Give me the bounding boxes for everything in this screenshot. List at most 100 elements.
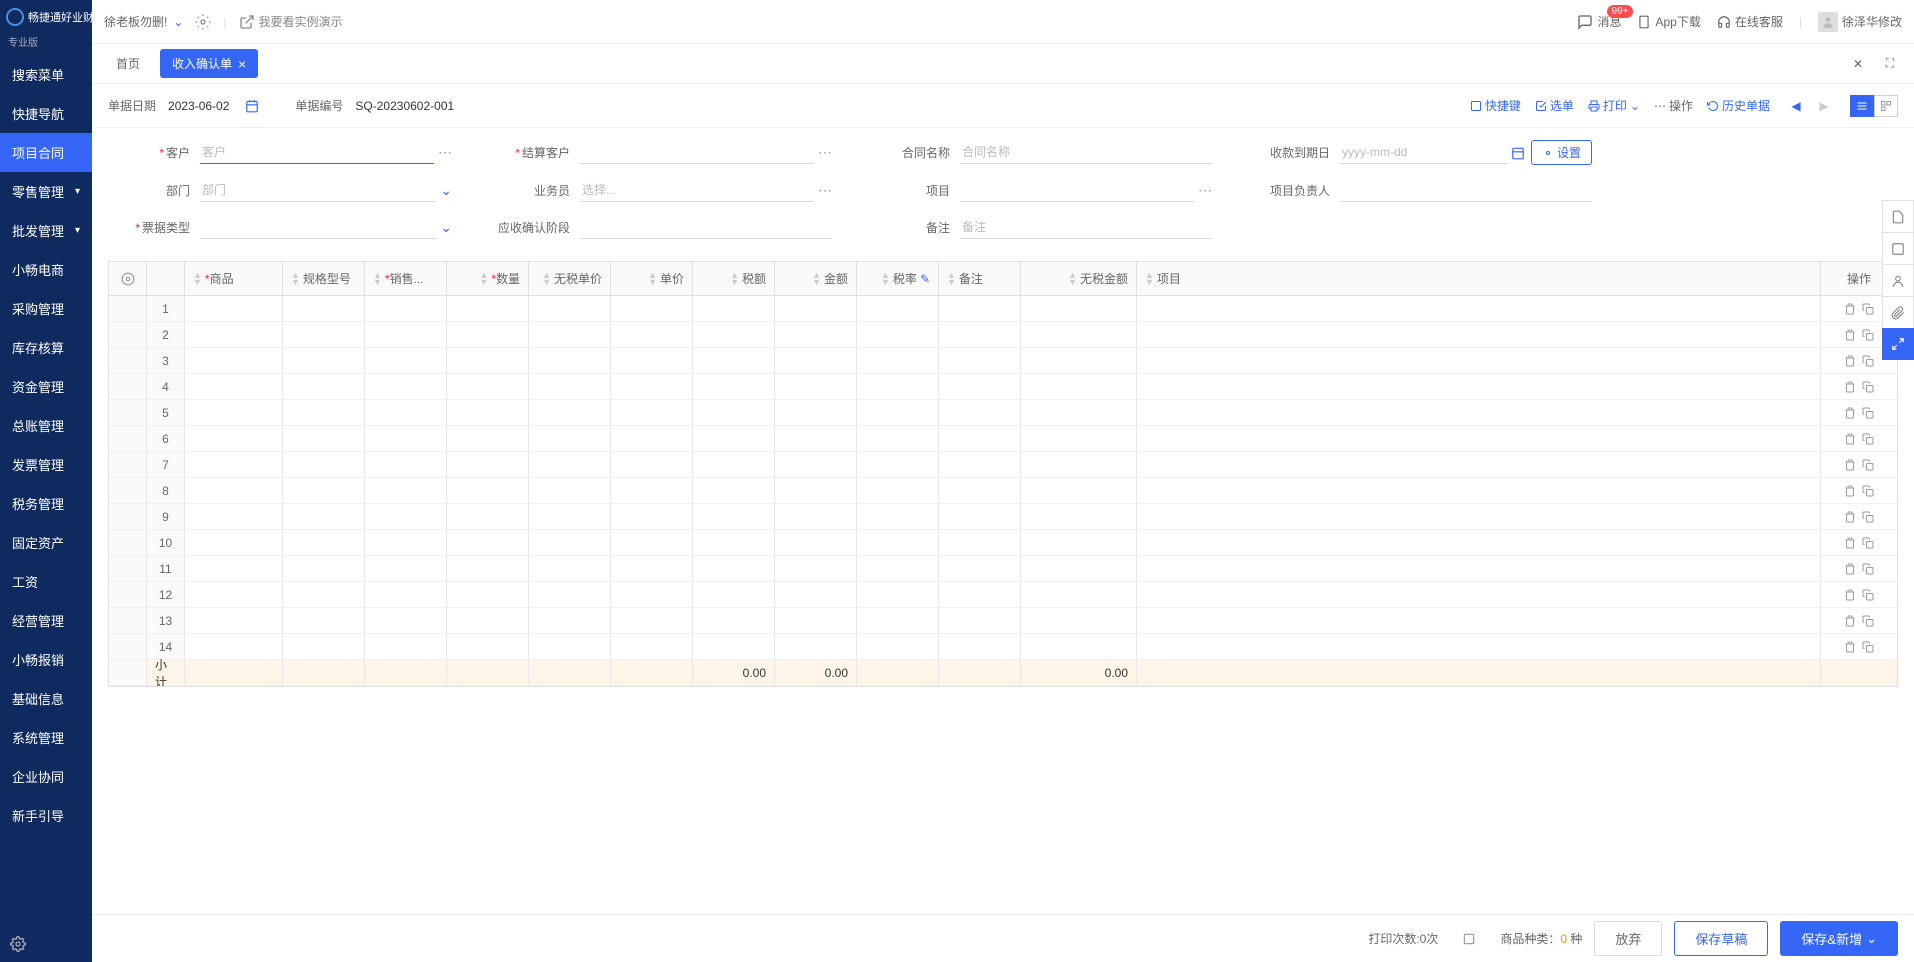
col-price[interactable]: ▲▼单价 xyxy=(611,262,693,295)
copy-row-icon[interactable] xyxy=(1862,459,1874,471)
print-sm-icon[interactable] xyxy=(1462,932,1476,946)
settle-input[interactable] xyxy=(580,141,814,164)
col-amount-nt[interactable]: ▲▼无税金额 xyxy=(1021,262,1137,295)
table-row[interactable]: 11 xyxy=(109,556,1897,582)
delete-row-icon[interactable] xyxy=(1844,355,1856,367)
view-form-icon[interactable] xyxy=(1874,95,1898,117)
delete-row-icon[interactable] xyxy=(1844,615,1856,627)
tenant-selector[interactable]: 徐老板勿删! ⌄ xyxy=(104,13,183,30)
sidebar-item[interactable]: 小畅报销 xyxy=(0,640,92,679)
copy-row-icon[interactable] xyxy=(1862,641,1874,653)
shortcut-link[interactable]: 快捷键 xyxy=(1470,97,1521,114)
next-doc-icon[interactable]: ▶ xyxy=(1812,94,1836,118)
copy-row-icon[interactable] xyxy=(1862,537,1874,549)
grid-settings-icon[interactable] xyxy=(121,272,135,286)
owner-input[interactable] xyxy=(1340,179,1592,202)
rail-attach-icon[interactable] xyxy=(1882,296,1914,328)
delete-row-icon[interactable] xyxy=(1844,563,1856,575)
sidebar-item[interactable]: 项目合同 xyxy=(0,133,92,172)
table-row[interactable]: 5 xyxy=(109,400,1897,426)
col-qty[interactable]: ▲▼*数量 xyxy=(447,262,529,295)
sidebar-item[interactable]: 经营管理 xyxy=(0,601,92,640)
sidebar-item[interactable]: 采购管理 xyxy=(0,289,92,328)
ops-link[interactable]: ⋯ 操作 xyxy=(1654,97,1693,114)
sidebar-item[interactable]: 工资 xyxy=(0,562,92,601)
table-row[interactable]: 1 xyxy=(109,296,1897,322)
tab-home[interactable]: 首页 xyxy=(104,49,152,78)
save-draft-button[interactable]: 保存草稿 xyxy=(1674,921,1768,956)
rail-user-icon[interactable] xyxy=(1882,264,1914,296)
table-row[interactable]: 2 xyxy=(109,322,1897,348)
delete-row-icon[interactable] xyxy=(1844,407,1856,419)
phase-input[interactable] xyxy=(580,216,832,239)
copy-row-icon[interactable] xyxy=(1862,381,1874,393)
table-row[interactable]: 10 xyxy=(109,530,1897,556)
discard-button[interactable]: 放弃 xyxy=(1594,921,1662,956)
sidebar-item[interactable]: 新手引导 xyxy=(0,796,92,835)
col-product[interactable]: ▲▼*商品 xyxy=(185,262,283,295)
copy-row-icon[interactable] xyxy=(1862,303,1874,315)
sidebar-item[interactable]: 企业协同 xyxy=(0,757,92,796)
delete-row-icon[interactable] xyxy=(1844,485,1856,497)
table-row[interactable]: 9 xyxy=(109,504,1897,530)
col-amount[interactable]: ▲▼金额 xyxy=(775,262,857,295)
delete-row-icon[interactable] xyxy=(1844,381,1856,393)
table-row[interactable]: 6 xyxy=(109,426,1897,452)
copy-row-icon[interactable] xyxy=(1862,485,1874,497)
project-picker-icon[interactable]: ⋯ xyxy=(1198,182,1212,199)
tenant-settings-icon[interactable] xyxy=(195,14,211,30)
col-price-nt[interactable]: ▲▼无税单价 xyxy=(529,262,611,295)
customer-input[interactable] xyxy=(200,141,434,164)
user-menu[interactable]: 徐泽华修改 xyxy=(1818,12,1902,32)
table-row[interactable]: 13 xyxy=(109,608,1897,634)
sidebar-item[interactable]: 零售管理▾ xyxy=(0,172,92,211)
copy-row-icon[interactable] xyxy=(1862,615,1874,627)
rail-expand-icon[interactable] xyxy=(1882,328,1914,360)
calendar-icon[interactable] xyxy=(245,99,259,113)
delete-row-icon[interactable] xyxy=(1844,537,1856,549)
sidebar-item[interactable]: 系统管理 xyxy=(0,718,92,757)
copy-row-icon[interactable] xyxy=(1862,511,1874,523)
view-list-icon[interactable] xyxy=(1850,95,1874,117)
save-new-button[interactable]: 保存&新增 ⌄ xyxy=(1780,921,1898,956)
sidebar-item[interactable]: 固定资产 xyxy=(0,523,92,562)
invoice-input[interactable] xyxy=(200,216,436,239)
salesman-picker-icon[interactable]: ⋯ xyxy=(818,182,832,199)
table-row[interactable]: 14 xyxy=(109,634,1897,660)
delete-row-icon[interactable] xyxy=(1844,511,1856,523)
salesman-input[interactable] xyxy=(580,179,814,202)
remark-input[interactable] xyxy=(960,216,1212,239)
contract-input[interactable] xyxy=(960,141,1212,164)
col-taxrate[interactable]: ▲▼税率✎ xyxy=(857,262,939,295)
settle-picker-icon[interactable]: ⋯ xyxy=(818,144,832,161)
sidebar-item[interactable]: 批发管理▾ xyxy=(0,211,92,250)
col-remark[interactable]: ▲▼备注 xyxy=(939,262,1021,295)
col-sale[interactable]: ▲▼*销售... xyxy=(365,262,447,295)
table-row[interactable]: 8 xyxy=(109,478,1897,504)
tab-close-icon[interactable]: × xyxy=(238,56,246,72)
sidebar-item[interactable]: 总账管理 xyxy=(0,406,92,445)
messages-link[interactable]: 消息 99+ xyxy=(1577,13,1621,30)
fullscreen-icon[interactable]: ⛶ xyxy=(1878,52,1902,76)
select-link[interactable]: 选单 xyxy=(1535,97,1574,114)
app-download-link[interactable]: App下载 xyxy=(1637,13,1700,30)
dept-dropdown-icon[interactable]: ⌄ xyxy=(440,182,452,199)
sidebar-item[interactable]: 发票管理 xyxy=(0,445,92,484)
sidebar-item[interactable]: 小畅电商 xyxy=(0,250,92,289)
rail-inventory-icon[interactable] xyxy=(1882,232,1914,264)
sidebar-item[interactable]: 资金管理 xyxy=(0,367,92,406)
copy-row-icon[interactable] xyxy=(1862,563,1874,575)
delete-row-icon[interactable] xyxy=(1844,303,1856,315)
tab-active[interactable]: 收入确认单 × xyxy=(160,49,258,78)
sidebar-item[interactable]: 基础信息 xyxy=(0,679,92,718)
delete-row-icon[interactable] xyxy=(1844,641,1856,653)
date-value[interactable]: 2023-06-02 xyxy=(168,99,229,113)
table-row[interactable]: 7 xyxy=(109,452,1897,478)
settings-gear-icon[interactable] xyxy=(10,936,82,952)
col-spec[interactable]: ▲▼规格型号 xyxy=(283,262,365,295)
service-link[interactable]: 在线客服 xyxy=(1717,13,1783,30)
customer-picker-icon[interactable]: ⋯ xyxy=(438,144,452,161)
edit-icon[interactable]: ✎ xyxy=(920,272,930,286)
due-calendar-icon[interactable] xyxy=(1511,146,1525,160)
tab-close-all-icon[interactable]: ✕ xyxy=(1846,52,1870,76)
